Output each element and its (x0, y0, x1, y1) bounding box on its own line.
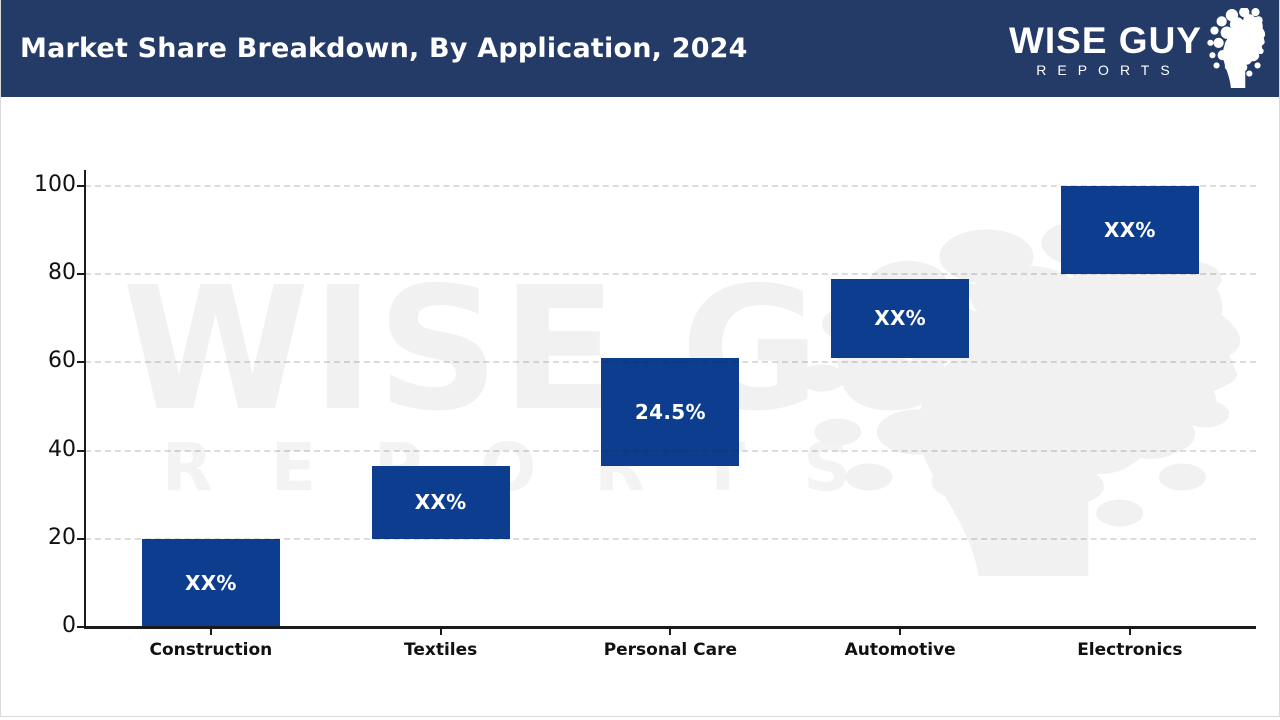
bar-construction: XX% (141, 538, 280, 627)
logo-subtitle: REPORTS (1036, 61, 1181, 78)
category-label-4: Automotive (844, 640, 956, 660)
y-axis-tick-label: 100 (34, 172, 76, 197)
logo-wordmark: WISE GUY (1008, 19, 1202, 61)
bar-electronics: XX% (1060, 186, 1199, 275)
bar-value-label: XX% (874, 306, 927, 331)
y-axis-tick-label: 80 (48, 260, 76, 286)
category-label-5: Electronics (1077, 640, 1183, 660)
y-tickmark (77, 273, 85, 276)
x-tickmark (209, 628, 212, 635)
header: Market Share Breakdown, By Application, … (0, 0, 1280, 97)
y-axis-tick-label: 0 (62, 613, 76, 638)
bar-personal-care: 24.5% (601, 357, 740, 467)
x-tickmark (899, 628, 902, 635)
y-tickmark (77, 537, 85, 540)
category-label-2: Textiles (403, 640, 478, 660)
category-label-3: Personal Care (603, 640, 738, 660)
y-tickmark (77, 626, 85, 628)
gridline-80 (85, 273, 1256, 276)
y-axis-tick-label: 20 (48, 524, 76, 550)
y-axis-tick-label: 60 (48, 348, 76, 374)
bar-value-label: XX% (184, 570, 237, 595)
bar-value-label: XX% (1103, 218, 1156, 243)
category-label-1: Construction (149, 640, 273, 660)
x-tickmark (1128, 628, 1131, 635)
gridline-100 (85, 185, 1256, 187)
y-tickmark (77, 361, 85, 364)
bar-textiles: XX% (371, 466, 510, 539)
x-tickmark (439, 628, 442, 635)
gridline-60 (85, 361, 1256, 364)
y-axis-line (83, 170, 86, 629)
y-tickmark (77, 449, 85, 452)
brand-logo: WISE GUY REPORTS (1009, 6, 1266, 92)
y-tickmark (77, 185, 85, 187)
brand-logo-text: WISE GUY REPORTS (1009, 22, 1202, 77)
page-title: Market Share Breakdown, By Application, … (20, 33, 748, 64)
logo-head-icon (1207, 8, 1266, 88)
gridline-20 (85, 537, 1256, 540)
x-tickmark (669, 628, 672, 635)
bar-automotive: XX% (831, 278, 970, 358)
bar-value-label: 24.5% (634, 400, 706, 424)
bar-value-label: XX% (414, 490, 467, 515)
y-axis-tick-label: 40 (48, 436, 76, 462)
x-axis-line (83, 626, 1256, 629)
gridline-40 (85, 449, 1256, 452)
